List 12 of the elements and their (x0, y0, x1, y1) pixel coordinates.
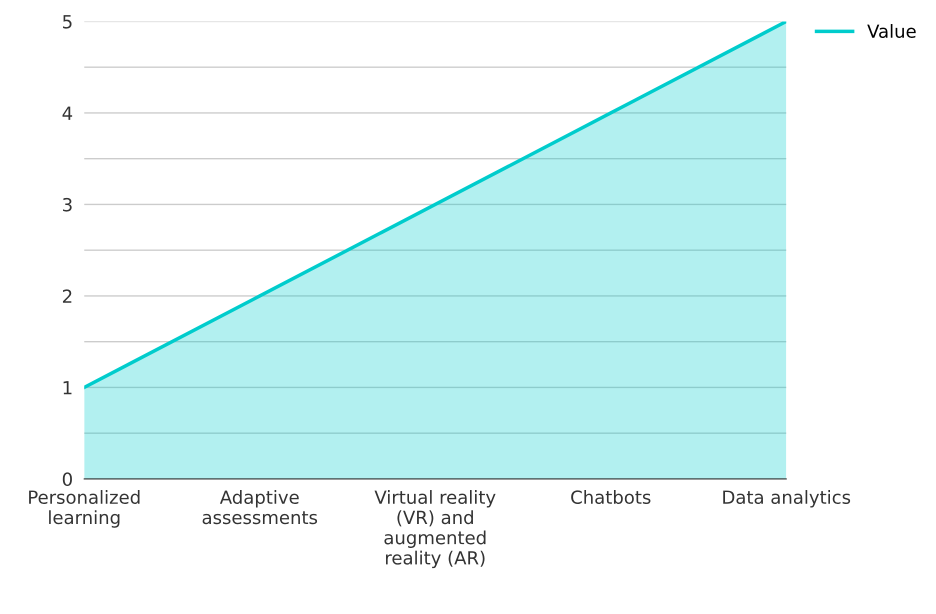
y-tick-label: 5 (63, 15, 72, 29)
y-tick-label: 3 (63, 198, 72, 212)
x-tick-label: Adaptive assessments (202, 490, 318, 524)
x-tick-label: Chatbots (571, 490, 650, 504)
x-tick-label: Virtual reality (VR) and augmented reality (AR) (374, 490, 496, 568)
y-tick-label: 0 (62, 472, 72, 486)
legend-label: Value (867, 24, 916, 38)
x-tick-label: Personalized learning (29, 490, 140, 528)
y-tick-label: 2 (62, 289, 72, 303)
y-tick-label: 4 (62, 106, 72, 120)
x-tick-label: Data analytics (723, 490, 850, 508)
y-tick-label: 1 (64, 381, 72, 394)
